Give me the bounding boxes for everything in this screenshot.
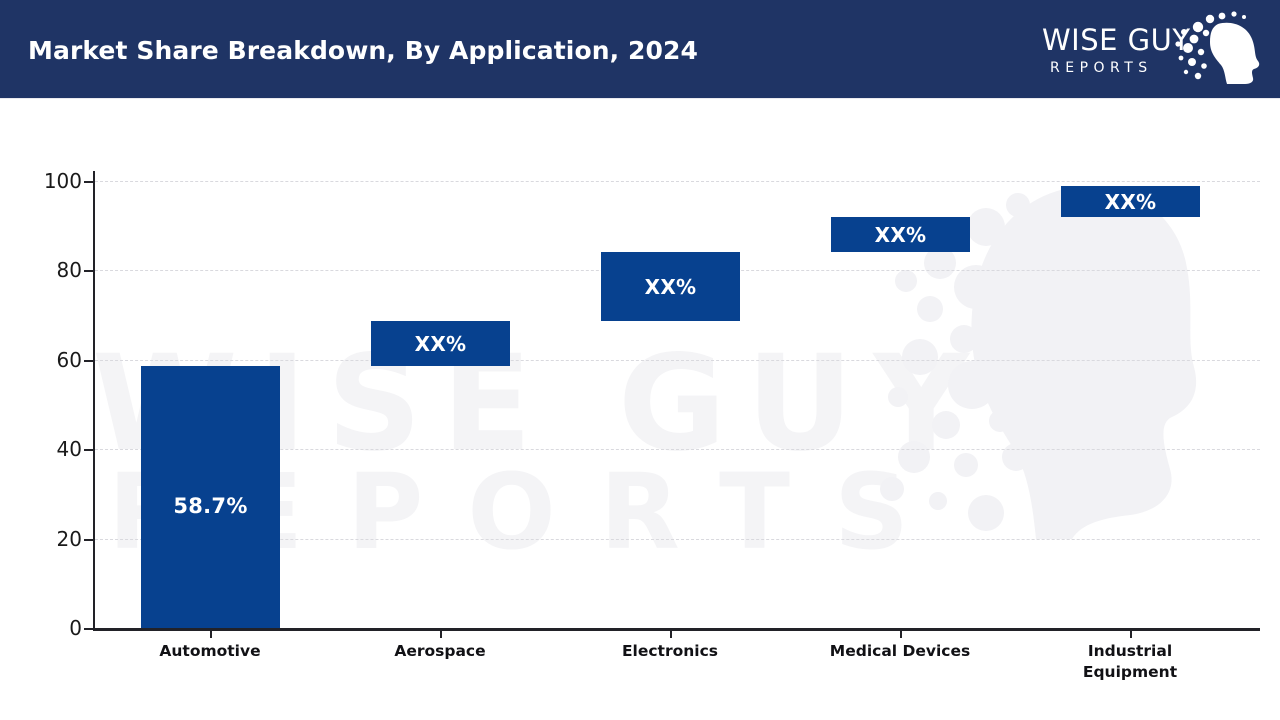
x-tick-label-industrial-equipment: Industrial Equipment (1030, 641, 1230, 683)
bar-automotive[interactable]: 58.7% (141, 366, 280, 628)
x-tick-label-line1: Industrial (1087, 642, 1173, 660)
bar-aerospace[interactable]: XX% (371, 321, 510, 366)
x-tick-label-line2: Equipment (1082, 663, 1178, 681)
y-tick-mark (84, 360, 94, 363)
bars-layer: 58.7% XX% XX% XX% XX% (0, 99, 1280, 720)
x-axis-line (93, 628, 1260, 631)
svg-text:WISE GUY: WISE GUY (1042, 23, 1191, 57)
chart-plot-area: WISE GUY REPORTS (0, 98, 1280, 720)
x-tick-mark (210, 629, 212, 638)
y-tick-mark (84, 181, 94, 184)
y-tick-mark (84, 449, 94, 452)
y-tick-label-0: 0 (69, 616, 82, 640)
bar-value-label-automotive: 58.7% (173, 494, 248, 518)
page-header: Market Share Breakdown, By Application, … (0, 0, 1280, 98)
wise-guy-reports-logo: WISE GUY REPORTS (1022, 8, 1272, 90)
bar-value-label-aerospace: XX% (414, 331, 467, 356)
x-tick-mark (1130, 629, 1132, 638)
y-tick-label-80: 80 (56, 258, 82, 282)
svg-text:REPORTS: REPORTS (1050, 60, 1153, 76)
y-tick-label-40: 40 (56, 437, 82, 461)
bar-value-label-medical-devices: XX% (874, 222, 927, 247)
y-tick-label-100: 100 (43, 169, 82, 193)
y-tick-mark (84, 539, 94, 542)
x-tick-label-medical-devices: Medical Devices (829, 642, 971, 660)
x-tick-mark (670, 629, 672, 638)
x-tick-label-automotive: Automotive (159, 642, 261, 660)
y-tick-mark (84, 270, 94, 273)
x-tick-label-electronics: Electronics (621, 642, 719, 660)
bar-medical-devices[interactable]: XX% (831, 217, 970, 252)
page-title: Market Share Breakdown, By Application, … (28, 36, 699, 65)
y-tick-mark (84, 628, 94, 631)
y-tick-label-60: 60 (56, 348, 82, 372)
bar-value-label-industrial-equipment: XX% (1104, 189, 1157, 214)
y-tick-label-20: 20 (56, 527, 82, 551)
gridline-100 (95, 181, 1260, 182)
x-tick-label-aerospace: Aerospace (394, 642, 486, 660)
bar-electronics[interactable]: XX% (601, 252, 740, 321)
bar-value-label-electronics: XX% (644, 274, 697, 299)
x-tick-mark (440, 629, 442, 638)
gridline-60 (95, 360, 1260, 361)
gridline-20 (95, 539, 1260, 540)
x-tick-mark (900, 629, 902, 638)
gridline-40 (95, 449, 1260, 450)
bar-industrial-equipment[interactable]: XX% (1061, 186, 1200, 217)
y-axis-line (93, 171, 96, 629)
